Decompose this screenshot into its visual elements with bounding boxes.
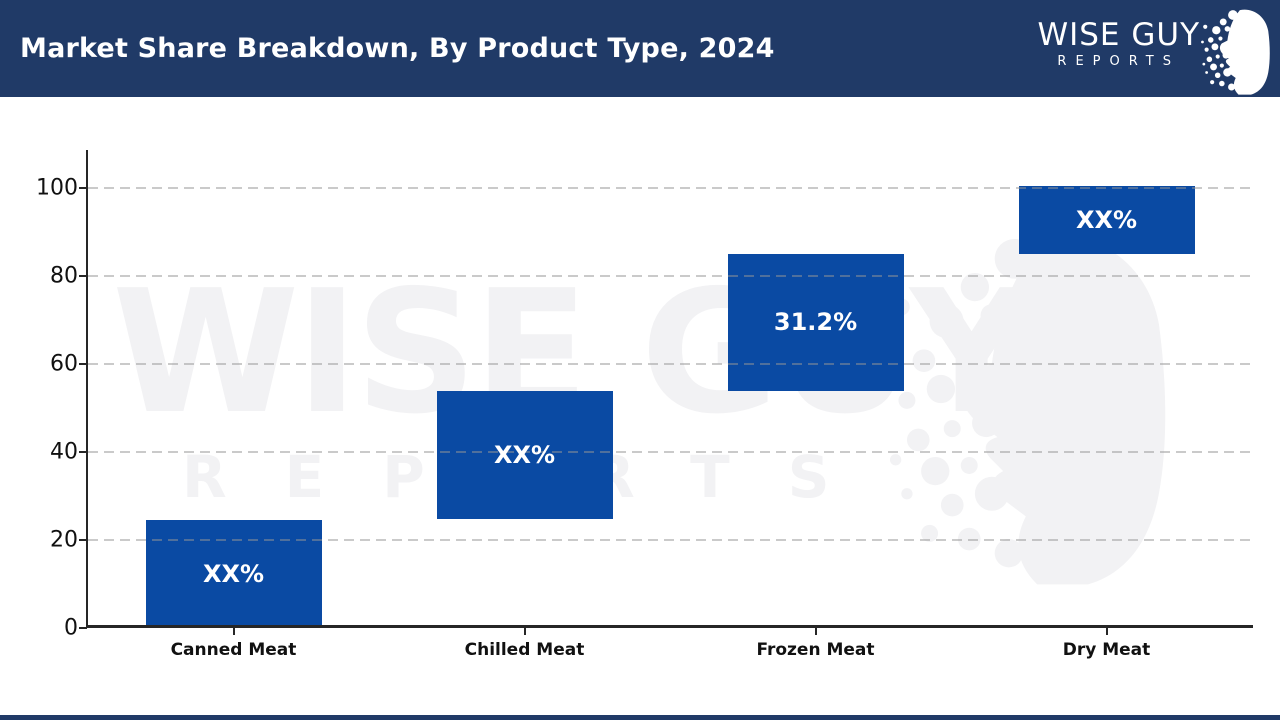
header-bar: Market Share Breakdown, By Product Type,… — [0, 0, 1280, 97]
y-tick-40 — [79, 451, 87, 453]
footer-bar — [0, 715, 1280, 720]
gridline-40 — [88, 451, 1252, 453]
bar-value-label-frozen-meat: 31.2% — [773, 308, 858, 337]
x-axis-label-chilled-meat: Chilled Meat — [464, 640, 585, 660]
x-axis-label-frozen-meat: Frozen Meat — [756, 640, 875, 660]
x-tick-canned-meat — [232, 628, 235, 635]
x-axis-label-canned-meat: Canned Meat — [170, 640, 297, 660]
y-tick-label-100: 100 — [36, 175, 78, 201]
gridline-20 — [88, 539, 1252, 541]
y-tick-label-0: 0 — [64, 615, 78, 641]
bar-dry-meat[interactable] — [1018, 185, 1195, 254]
bar-chilled-meat[interactable] — [436, 390, 613, 519]
logo-reports-text: REPORTS — [1057, 54, 1181, 70]
y-axis-line — [86, 150, 88, 628]
y-tick-label-40: 40 — [50, 439, 78, 465]
y-tick-0 — [79, 627, 87, 629]
logo-head-dots-icon — [1201, 9, 1270, 95]
wiseguy-logo: WISE GUY REPORTS — [1007, 4, 1272, 95]
watermark-head-dots-icon — [884, 236, 1166, 585]
y-tick-label-80: 80 — [50, 263, 78, 289]
x-tick-frozen-meat — [814, 628, 817, 635]
logo-text: WISE GUY REPORTS — [1037, 18, 1200, 69]
x-axis-label-dry-meat: Dry Meat — [1062, 640, 1151, 660]
chart-title: Market Share Breakdown, By Product Type,… — [20, 33, 775, 64]
y-tick-20 — [79, 539, 87, 541]
x-axis-line — [86, 625, 1253, 628]
x-tick-dry-meat — [1105, 628, 1108, 635]
y-tick-label-20: 20 — [50, 527, 78, 553]
y-tick-80 — [79, 275, 87, 277]
y-tick-60 — [79, 363, 87, 365]
bar-value-label-chilled-meat: XX% — [493, 440, 556, 469]
gridline-60 — [88, 363, 1252, 365]
bar-value-label-dry-meat: XX% — [1075, 205, 1138, 234]
bar-value-label-canned-meat: XX% — [202, 560, 265, 589]
gridline-80 — [88, 275, 1252, 277]
x-tick-chilled-meat — [523, 628, 526, 635]
gridline-100 — [88, 187, 1252, 189]
logo-wordmark: WISE GUY — [1037, 17, 1200, 53]
bar-canned-meat[interactable] — [145, 520, 322, 628]
y-tick-label-60: 60 — [50, 351, 78, 377]
y-tick-100 — [79, 187, 87, 189]
